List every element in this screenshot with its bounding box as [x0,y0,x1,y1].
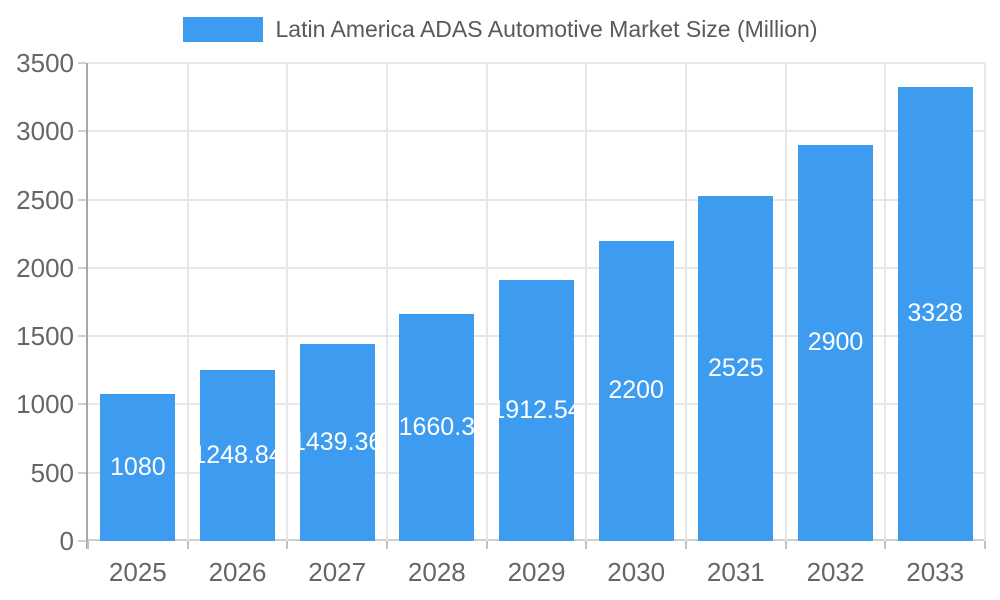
gridline-horizontal [88,130,985,133]
y-axis-tick-label: 3000 [16,116,74,147]
gridline-vertical [386,63,388,541]
gridline-horizontal [88,198,985,201]
legend-swatch [182,17,263,42]
bar-value-label: 1660.3 [399,413,475,442]
gridline-vertical [485,63,488,541]
bar-2028: 1660.3 [399,314,475,541]
bar-value-label: 3328 [907,299,963,328]
gridline-vertical [286,63,289,541]
bar-2030: 2200 [598,240,674,541]
x-axis-tick-label: 2027 [308,557,367,587]
x-axis-tick-label: 2030 [607,557,666,587]
chart-legend[interactable]: Latin America ADAS Automotive Market Siz… [0,16,1000,43]
x-axis-tick [485,541,488,549]
gridline-vertical [186,63,189,541]
legend-label: Latin America ADAS Automotive Market Siz… [275,16,818,42]
bar-2026: 1248.84 [200,370,275,541]
gridline-vertical [685,63,687,541]
y-axis-tick-label: 1000 [16,389,74,420]
bar-value-label: 1912.54 [499,395,574,424]
y-axis-tick [78,403,86,406]
bar-value-label: 2200 [608,376,664,405]
gridline-horizontal [88,62,985,64]
x-axis-tick [784,541,787,549]
y-axis-tick-label: 0 [59,526,74,556]
x-axis-tick [286,541,289,549]
y-axis-tick [78,540,86,542]
x-axis-tick-label: 2029 [507,557,566,587]
x-axis-tick [386,541,388,549]
gridline-horizontal [88,266,985,269]
bar-value-label: 1248.84 [200,441,275,470]
bar-2031: 2525 [698,196,774,541]
bar-2033: 3328 [897,86,973,541]
y-axis-tick-label: 3500 [16,48,74,78]
y-axis-tick-label: 500 [30,457,74,488]
x-axis-tick [186,541,189,549]
y-axis-tick [78,471,86,474]
x-axis-tick-label: 2025 [108,557,167,587]
y-axis-tick-label: 2000 [16,252,74,283]
x-axis-tick [585,541,588,549]
x-axis-tick-label: 2028 [407,557,466,587]
gridline-vertical [884,63,887,541]
bar-value-label: 1439.36 [300,428,375,457]
bar-2027: 1439.36 [299,344,375,541]
x-axis-tick [984,541,986,549]
x-axis-tick [884,541,887,549]
y-axis-tick [78,198,86,201]
y-axis-tick-label: 1500 [16,321,74,352]
y-axis-line [86,63,88,549]
gridline-vertical [984,63,986,541]
y-axis-tick-label: 2500 [16,184,74,215]
bar-2032: 2900 [798,144,873,541]
y-axis-tick [78,130,86,133]
plot-area: 1080 1248.84 1439.36 1660.3 1912.54 2200 2525 2… [78,62,986,549]
y-axis-tick [78,335,86,338]
bar-value-label: 2900 [807,328,864,357]
bar-2025: 1080 [100,393,176,541]
x-axis-tick [685,541,687,549]
x-axis-tick-label: 2032 [806,557,865,587]
y-axis-tick [78,266,86,269]
x-axis-tick-label: 2026 [208,557,267,587]
bar-value-label: 1080 [110,452,166,481]
x-axis-tick-label: 2033 [906,557,965,587]
bar-value-label: 2525 [708,354,764,383]
y-axis-tick [78,62,86,64]
x-axis-tick [87,541,89,549]
gridline-vertical [784,63,787,541]
bar-2029: 1912.54 [499,279,574,541]
x-axis-tick-label: 2031 [706,557,765,587]
gridline-vertical [585,63,588,541]
